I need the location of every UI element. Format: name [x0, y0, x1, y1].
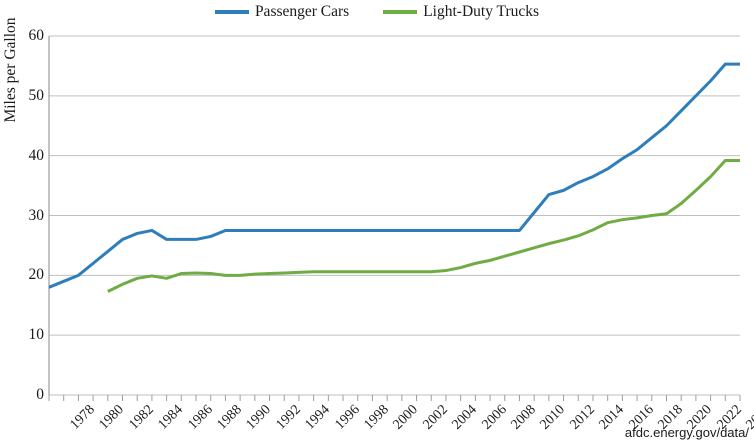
- y-tick-label: 20: [28, 266, 45, 284]
- source-note: afdc.energy.gov/data/: [624, 425, 749, 440]
- legend-label-passenger-cars: Passenger Cars: [254, 3, 350, 21]
- x-tick-label: 1982: [126, 402, 157, 433]
- x-tick-label: 1996: [332, 402, 363, 433]
- y-tick-label: 30: [28, 206, 45, 224]
- x-tick-label: 2002: [420, 402, 451, 433]
- x-tick-label: 2010: [537, 402, 569, 433]
- y-axis-tick-labels: 60 50 40 30 20 10 0: [0, 0, 45, 444]
- chart-legend: Passenger Cars Light-Duty Trucks: [0, 0, 754, 24]
- x-tick-label: 2014: [596, 402, 628, 433]
- series-line-passenger-cars: [48, 62, 740, 289]
- x-tick-label: 1990: [243, 402, 275, 433]
- x-tick-label: 1988: [214, 402, 245, 433]
- legend-entry-light-duty-trucks[interactable]: Light-Duty Trucks: [383, 4, 539, 20]
- x-tick-label: 1998: [361, 402, 392, 433]
- y-tick-label: 60: [28, 27, 45, 44]
- x-tick-label: 2012: [567, 402, 598, 433]
- y-tick-label: 40: [28, 146, 45, 164]
- plot-svg: [48, 35, 741, 401]
- x-tick-label: 1978: [67, 402, 98, 433]
- legend-entry-passenger-cars[interactable]: Passenger Cars: [214, 3, 350, 21]
- x-tick-label: 2004: [449, 402, 481, 433]
- legend-swatch-light-duty-trucks: [383, 10, 418, 14]
- x-tick-label: 2000: [390, 402, 422, 433]
- x-tick-label: 1984: [155, 402, 187, 433]
- x-tick-label: 2008: [508, 402, 539, 433]
- legend-swatch-passenger-cars: [214, 10, 249, 14]
- plot-area: [48, 35, 741, 401]
- x-tick-label: 1986: [185, 402, 216, 433]
- legend-label-light-duty-trucks: Light-Duty Trucks: [423, 3, 540, 21]
- y-tick-label: 10: [28, 326, 45, 344]
- x-tick-label: 1992: [273, 402, 304, 433]
- y-tick-label: 50: [28, 86, 45, 104]
- x-tick-label: 1980: [96, 402, 128, 433]
- x-tick-label: 1994: [302, 402, 334, 433]
- y-tick-label: 0: [36, 386, 44, 403]
- x-tick-label: 2006: [479, 402, 510, 433]
- series-line-light-duty-trucks: [107, 158, 740, 293]
